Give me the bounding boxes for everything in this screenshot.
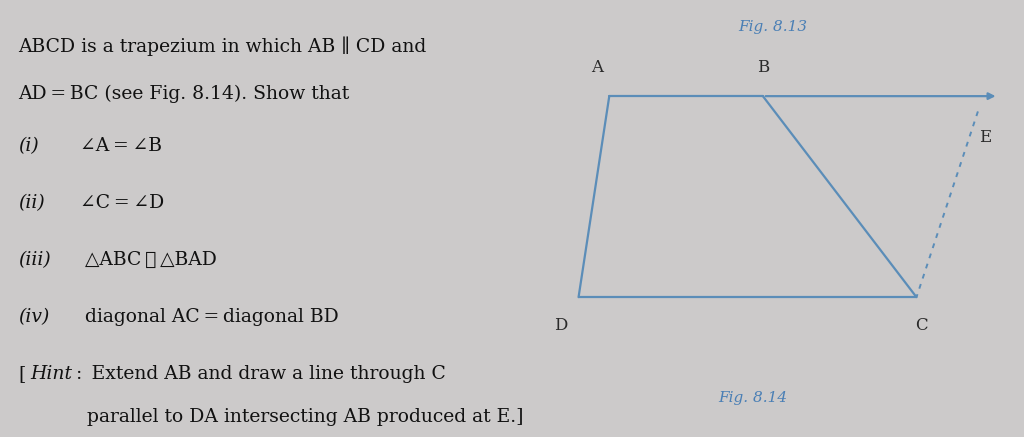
Text: C: C [915,317,928,334]
Text: E: E [979,129,991,146]
Text: (i): (i) [18,137,39,156]
Text: B: B [757,59,769,76]
Text: (iii): (iii) [18,251,51,269]
Text: (ii): (ii) [18,194,45,212]
Text: : Extend AB and draw a line through C: : Extend AB and draw a line through C [76,364,445,383]
Text: (iv): (iv) [18,308,50,326]
Text: Hint: Hint [31,364,73,383]
Text: A: A [591,59,603,76]
Text: diagonal AC = diagonal BD: diagonal AC = diagonal BD [85,308,339,326]
Text: ∠C = ∠D: ∠C = ∠D [80,194,164,212]
Text: Fig. 8.14: Fig. 8.14 [718,391,787,405]
Text: Fig. 8.13: Fig. 8.13 [738,20,808,34]
Text: △ABC ≅ △BAD: △ABC ≅ △BAD [85,251,217,269]
Text: ABCD is a trapezium in which AB ∥ CD and: ABCD is a trapezium in which AB ∥ CD and [18,36,427,55]
Text: AD = BC (see Fig. 8.14). Show that: AD = BC (see Fig. 8.14). Show that [18,85,349,103]
Text: D: D [554,317,568,334]
Text: ∠A = ∠B: ∠A = ∠B [80,137,162,156]
Text: parallel to DA intersecting AB produced at E.]: parallel to DA intersecting AB produced … [87,408,523,427]
Text: [: [ [18,364,26,383]
